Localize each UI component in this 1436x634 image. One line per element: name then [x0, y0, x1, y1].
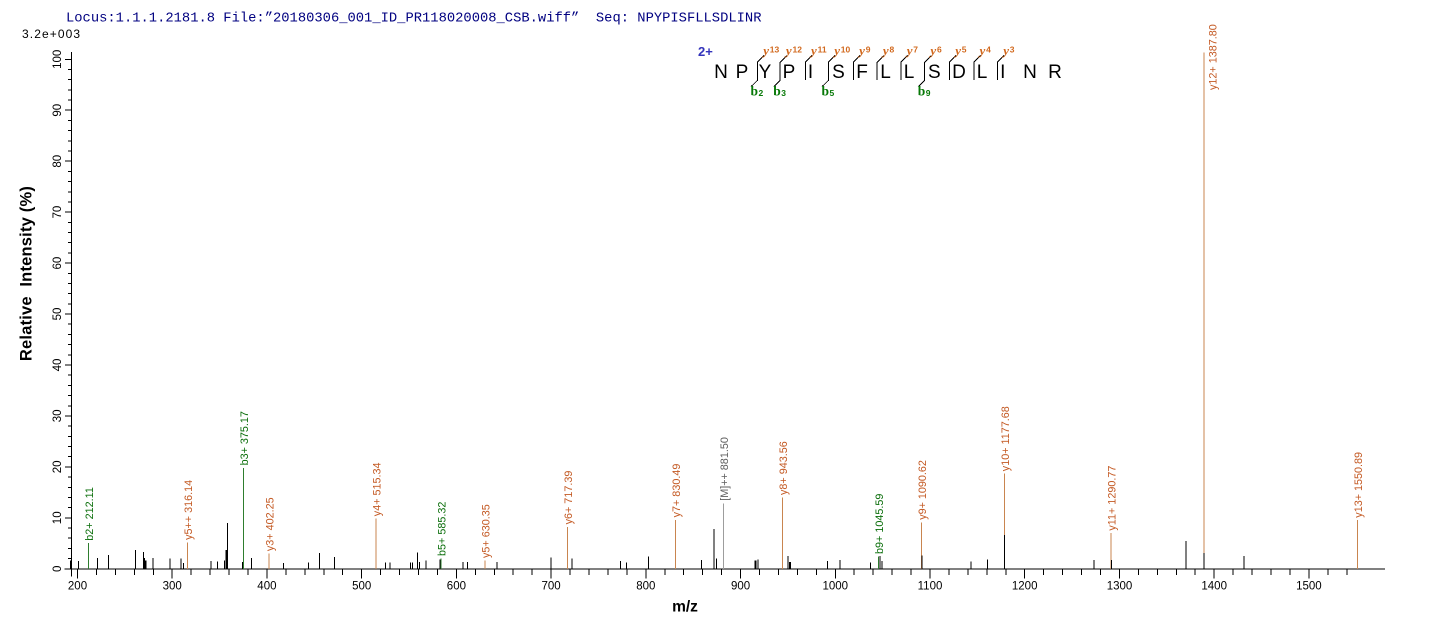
svg-text:y13+ 1550.89: y13+ 1550.89 — [1353, 452, 1365, 518]
svg-text:80: 80 — [52, 155, 64, 168]
svg-text:N: N — [1023, 62, 1037, 83]
svg-text:10: 10 — [841, 45, 851, 55]
svg-text:[M]++ 881.50: [M]++ 881.50 — [719, 437, 731, 501]
svg-text:m/z: m/z — [672, 599, 698, 616]
svg-text:I: I — [808, 62, 813, 83]
svg-text:1400: 1400 — [1201, 581, 1227, 593]
svg-text:500: 500 — [352, 581, 371, 593]
svg-text:y: y — [928, 43, 936, 58]
svg-text:3.2e+003: 3.2e+003 — [22, 27, 81, 41]
svg-text:1500: 1500 — [1296, 581, 1322, 593]
svg-text:90: 90 — [52, 104, 64, 117]
svg-text:7: 7 — [913, 45, 918, 55]
svg-text:b2+ 212.11: b2+ 212.11 — [84, 487, 96, 541]
svg-text:y9+ 1090.62: y9+ 1090.62 — [917, 460, 929, 520]
svg-text:5: 5 — [962, 45, 967, 55]
svg-text:10: 10 — [52, 511, 64, 524]
svg-text:L: L — [904, 62, 915, 83]
svg-text:12: 12 — [793, 45, 803, 55]
svg-text:y: y — [978, 43, 986, 58]
svg-text:800: 800 — [636, 581, 655, 593]
svg-text:60: 60 — [52, 257, 64, 270]
svg-text:20: 20 — [52, 461, 64, 474]
svg-text:y3+ 402.25: y3+ 402.25 — [265, 497, 277, 551]
svg-text:S: S — [832, 62, 845, 83]
svg-text:1300: 1300 — [1107, 581, 1133, 593]
svg-text:100: 100 — [52, 50, 64, 69]
svg-text:1000: 1000 — [823, 581, 849, 593]
svg-text:I: I — [1000, 62, 1005, 83]
svg-text:y: y — [881, 43, 889, 58]
svg-text:b3+ 375.17: b3+ 375.17 — [239, 411, 251, 465]
svg-text:Relative Intensity (%): Relative Intensity (%) — [18, 186, 36, 361]
svg-text:5: 5 — [830, 88, 835, 98]
svg-text:y7+ 830.49: y7+ 830.49 — [671, 464, 683, 518]
svg-text:b: b — [751, 84, 759, 99]
svg-text:200: 200 — [68, 581, 87, 593]
svg-text:600: 600 — [447, 581, 466, 593]
svg-text:y8+ 943.56: y8+ 943.56 — [778, 441, 790, 495]
svg-text:70: 70 — [52, 206, 64, 219]
svg-text:P: P — [783, 62, 796, 83]
svg-text:y: y — [953, 43, 961, 58]
svg-text:y5++ 316.14: y5++ 316.14 — [183, 480, 195, 540]
svg-text:3: 3 — [1010, 45, 1015, 55]
svg-text:b9+ 1045.59: b9+ 1045.59 — [874, 494, 886, 554]
svg-text:b: b — [773, 84, 781, 99]
svg-text:D: D — [952, 62, 966, 83]
svg-text:9: 9 — [866, 45, 871, 55]
svg-text:S: S — [928, 62, 941, 83]
svg-text:50: 50 — [52, 308, 64, 321]
svg-text:y: y — [832, 43, 840, 58]
svg-text:P: P — [736, 62, 749, 83]
svg-text:8: 8 — [890, 45, 895, 55]
svg-text:b5+ 585.32: b5+ 585.32 — [437, 502, 449, 556]
svg-text:Y: Y — [759, 62, 772, 83]
svg-text:b: b — [918, 84, 926, 99]
svg-text:y: y — [809, 43, 817, 58]
svg-text:900: 900 — [731, 581, 750, 593]
svg-text:y: y — [905, 43, 913, 58]
svg-text:400: 400 — [257, 581, 276, 593]
svg-text:300: 300 — [163, 581, 182, 593]
svg-text:y10+ 1177.68: y10+ 1177.68 — [1000, 406, 1012, 471]
svg-text:y11+ 1290.77: y11+ 1290.77 — [1106, 466, 1118, 531]
svg-text:N: N — [714, 62, 728, 83]
svg-text:11: 11 — [818, 45, 827, 55]
svg-text:L: L — [880, 62, 891, 83]
svg-text:y4+ 515.34: y4+ 515.34 — [372, 462, 384, 516]
svg-text:4: 4 — [986, 45, 991, 55]
svg-text:y: y — [1001, 43, 1009, 58]
svg-text:F: F — [856, 62, 868, 83]
svg-text:y: y — [784, 43, 792, 58]
svg-text:2: 2 — [759, 88, 764, 98]
svg-text:1100: 1100 — [918, 581, 943, 593]
svg-text:y: y — [761, 43, 769, 58]
svg-text:2+: 2+ — [698, 44, 713, 59]
svg-text:30: 30 — [52, 410, 64, 423]
svg-text:b: b — [822, 84, 830, 99]
svg-text:Locus:1.1.1.2181.8 File:”20180: Locus:1.1.1.2181.8 File:”20180306_001_ID… — [66, 11, 761, 27]
svg-text:700: 700 — [542, 581, 561, 593]
svg-text:y12+ 1387.80: y12+ 1387.80 — [1207, 24, 1219, 90]
svg-text:0: 0 — [52, 566, 64, 572]
svg-text:6: 6 — [937, 45, 942, 55]
svg-text:13: 13 — [770, 45, 780, 55]
svg-text:9: 9 — [926, 88, 931, 98]
svg-text:R: R — [1048, 62, 1062, 83]
svg-text:y: y — [857, 43, 865, 58]
svg-text:y6+ 717.39: y6+ 717.39 — [563, 471, 575, 525]
svg-text:y5+ 630.35: y5+ 630.35 — [481, 504, 493, 558]
svg-text:3: 3 — [781, 88, 786, 98]
svg-text:L: L — [977, 62, 988, 83]
svg-text:1200: 1200 — [1012, 581, 1038, 593]
svg-text:40: 40 — [52, 359, 64, 372]
